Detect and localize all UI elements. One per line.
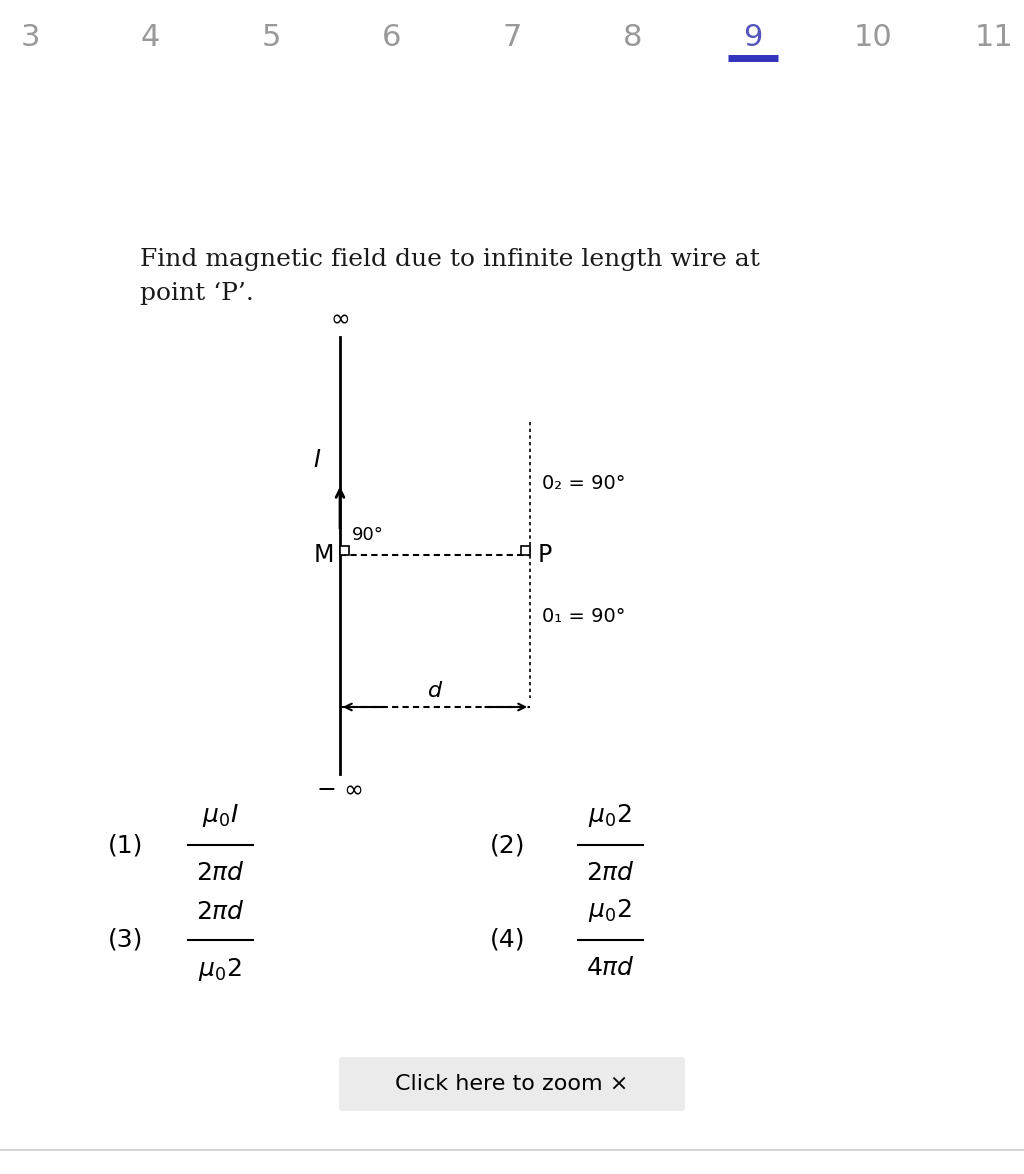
Text: M: M (313, 544, 334, 567)
Bar (340, 546, 349, 555)
Text: $2\pi d$: $2\pi d$ (586, 861, 635, 885)
Text: d: d (428, 681, 442, 701)
Text: $\mu_0 2$: $\mu_0 2$ (588, 802, 632, 829)
Text: 3: 3 (20, 23, 40, 53)
Text: 0₂ = 90°: 0₂ = 90° (542, 474, 626, 493)
Text: 10: 10 (854, 23, 893, 53)
Text: $\mu_0 2$: $\mu_0 2$ (199, 956, 242, 983)
Text: point ‘P’.: point ‘P’. (140, 282, 254, 305)
Text: ∞: ∞ (330, 308, 350, 332)
Text: 7: 7 (503, 23, 521, 53)
Text: (2): (2) (490, 834, 525, 857)
Text: 11: 11 (975, 23, 1014, 53)
Text: Find magnetic field due to infinite length wire at: Find magnetic field due to infinite leng… (140, 248, 760, 271)
Text: 90°: 90° (352, 526, 384, 544)
Text: 0₁ = 90°: 0₁ = 90° (542, 607, 626, 626)
Text: $2\pi d$: $2\pi d$ (196, 861, 245, 885)
Text: 9: 9 (743, 23, 763, 53)
Text: 4: 4 (141, 23, 160, 53)
Text: 6: 6 (382, 23, 401, 53)
Text: 8: 8 (623, 23, 642, 53)
Text: $2\pi d$: $2\pi d$ (196, 900, 245, 924)
FancyBboxPatch shape (339, 1057, 685, 1111)
Bar (521, 546, 530, 555)
Text: $\mu_0 I$: $\mu_0 I$ (202, 802, 239, 829)
Text: (1): (1) (108, 834, 143, 857)
Text: $\mu_0 2$: $\mu_0 2$ (588, 897, 632, 924)
Text: (3): (3) (108, 927, 143, 952)
Text: $4\pi d$: $4\pi d$ (586, 956, 635, 980)
Text: − ∞: − ∞ (316, 778, 364, 802)
Text: 5: 5 (261, 23, 281, 53)
Text: (4): (4) (490, 927, 525, 952)
Text: I: I (313, 448, 319, 472)
Text: Click here to zoom ⨯: Click here to zoom ⨯ (395, 1074, 629, 1094)
Text: P: P (538, 544, 552, 567)
